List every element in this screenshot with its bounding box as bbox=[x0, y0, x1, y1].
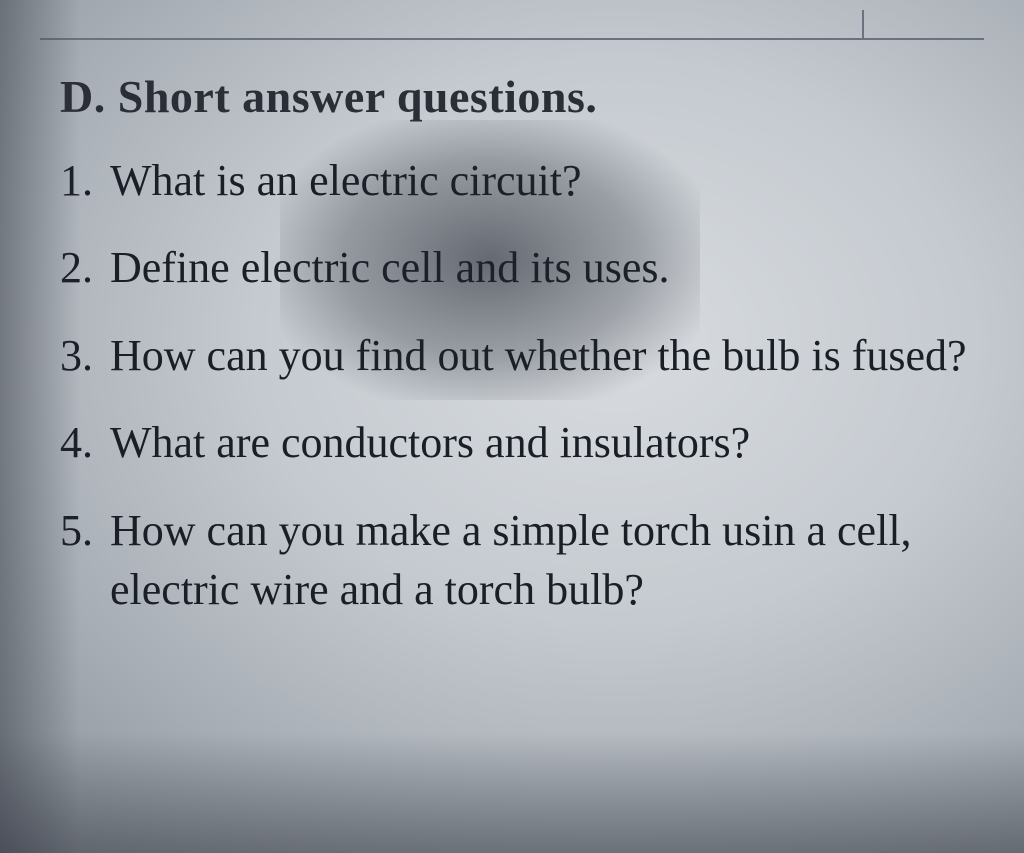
question-number: 5. bbox=[60, 501, 110, 560]
section-title: Short answer questions. bbox=[118, 71, 598, 122]
question-text: What are conductors and insulators? bbox=[110, 413, 994, 472]
section-label: D. bbox=[60, 71, 106, 122]
question-4: 4. What are conductors and insulators? bbox=[60, 413, 994, 472]
question-number: 3. bbox=[60, 326, 110, 385]
question-3: 3. How can you find out whether the bulb… bbox=[60, 326, 994, 385]
question-text: How can you make a simple torch usin a c… bbox=[110, 501, 994, 620]
question-text: How can you find out whether the bulb is… bbox=[110, 326, 994, 385]
page-content: D. Short answer questions. 1. What is an… bbox=[0, 0, 1024, 649]
question-number: 2. bbox=[60, 238, 110, 297]
section-header: D. Short answer questions. bbox=[60, 70, 994, 123]
question-2: 2. Define electric cell and its uses. bbox=[60, 238, 994, 297]
question-5: 5. How can you make a simple torch usin … bbox=[60, 501, 994, 620]
question-number: 1. bbox=[60, 151, 110, 210]
question-1: 1. What is an electric circuit? bbox=[60, 151, 994, 210]
question-text: What is an electric circuit? bbox=[110, 151, 994, 210]
question-text: Define electric cell and its uses. bbox=[110, 238, 994, 297]
vignette-bottom bbox=[0, 733, 1024, 853]
question-number: 4. bbox=[60, 413, 110, 472]
